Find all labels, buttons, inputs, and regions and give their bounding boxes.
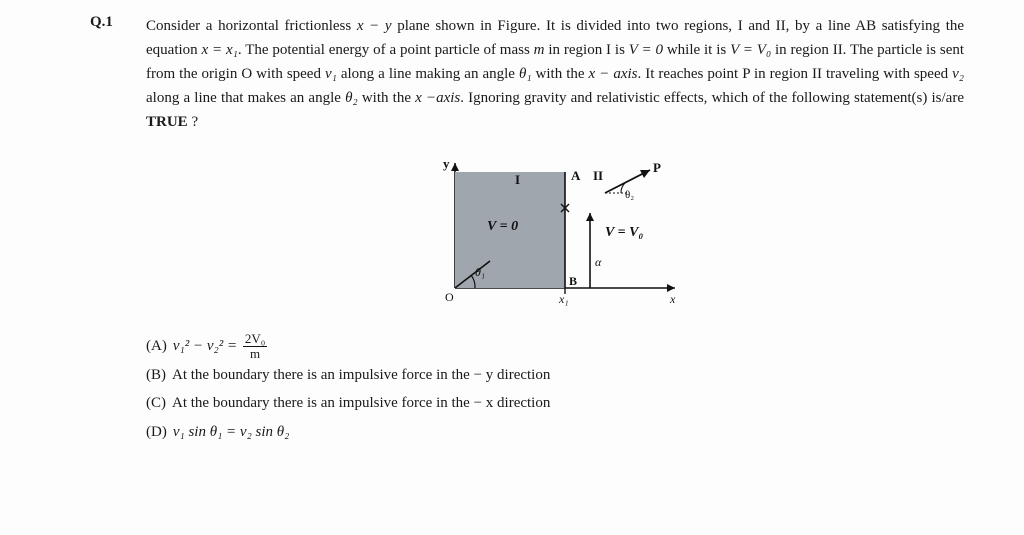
option-c-label: (C)	[146, 389, 166, 418]
option-b-text: At the boundary there is an impulsive fo…	[172, 361, 550, 390]
stem-text: with the	[358, 90, 415, 106]
math-x-eq-x1: x = x₁	[202, 42, 238, 58]
option-a-frac: 2V₀m	[243, 332, 267, 360]
fig-I: I	[515, 172, 520, 187]
stem-text: along a line making an angle	[337, 66, 519, 82]
option-b-label: (B)	[146, 361, 166, 390]
math-xy: x − y	[357, 18, 392, 34]
stem-text: with the	[532, 66, 589, 82]
fig-theta1: θ₁	[475, 265, 485, 279]
math-v-eq-0: V = 0	[629, 42, 663, 58]
option-d-label: (D)	[146, 418, 167, 447]
option-a-label: (A)	[146, 332, 167, 361]
fig-II: II	[593, 168, 603, 183]
stem-text: speed	[914, 66, 952, 82]
fig-P: P	[653, 160, 661, 175]
stem-text: . The potential energy of a point partic…	[238, 42, 534, 58]
math-m: m	[534, 42, 545, 58]
option-d-text: v₁ sin θ₁ = v₂ sin θ₂	[173, 418, 290, 447]
fig-B: B	[569, 274, 577, 288]
figure-wrapper: y I A II P θ₂ V = 0 V = V₀ α θ₁ B O x₁ x	[146, 148, 964, 318]
stem-text: along a line that makes an angle	[146, 90, 345, 106]
option-a-lhs: v₁² − v₂² =	[173, 338, 241, 354]
fig-theta2: θ₂	[625, 189, 634, 201]
figure: y I A II P θ₂ V = 0 V = V₀ α θ₁ B O x₁ x	[415, 148, 695, 318]
math-theta1: θ₁	[519, 66, 532, 82]
option-a-num: 2V₀	[243, 332, 267, 347]
question-number: Q.1	[90, 14, 146, 31]
question-row: Q.1 Consider a horizontal frictionless x…	[90, 14, 964, 446]
stem-text: while it is	[663, 42, 730, 58]
stem-text: plane shown in Figure. It is divided int…	[392, 18, 770, 34]
stem-text: effects, which of the following statemen…	[664, 90, 964, 106]
question-stem: Consider a horizontal frictionless x − y…	[146, 14, 964, 134]
fig-A: A	[571, 168, 581, 183]
stem-text: . Ignoring gravity and relativistic	[460, 90, 660, 106]
option-c: (C) At the boundary there is an impulsiv…	[146, 389, 964, 418]
option-d: (D) v₁ sin θ₁ = v₂ sin θ₂	[146, 418, 964, 447]
option-a-text: v₁² − v₂² = 2V₀m	[173, 332, 269, 361]
fig-O: O	[445, 290, 454, 304]
fig-x: x	[669, 292, 676, 306]
math-v-eq-v0: V = V₀	[730, 42, 771, 58]
math-v2: v₂	[952, 66, 964, 82]
option-a: (A) v₁² − v₂² = 2V₀m	[146, 332, 964, 361]
math-x-axis: x − axis	[589, 66, 638, 82]
stem-text: in	[545, 42, 561, 58]
stem-text: Consider a horizontal frictionless	[146, 18, 357, 34]
fig-x1: x₁	[558, 292, 569, 306]
fig-vv0: V = V₀	[605, 225, 643, 240]
math-v1: v₁	[325, 66, 337, 82]
stem-text: . It reaches point P in region II travel…	[638, 66, 910, 82]
fig-v0: V = 0	[487, 219, 518, 234]
math-theta2: θ₂	[345, 90, 358, 106]
options: (A) v₁² − v₂² = 2V₀m (B) At the boundary…	[146, 332, 964, 446]
math-x-axis2: x −axis	[415, 90, 460, 106]
question-body: Consider a horizontal frictionless x − y…	[146, 14, 964, 446]
option-a-den: m	[248, 347, 262, 361]
fig-y-label: y	[443, 156, 450, 171]
stem-text: ?	[188, 114, 198, 130]
stem-text: region I is	[564, 42, 629, 58]
option-b: (B) At the boundary there is an impulsiv…	[146, 361, 964, 390]
true-label: TRUE	[146, 114, 188, 130]
option-c-text: At the boundary there is an impulsive fo…	[172, 389, 550, 418]
fig-alpha: α	[595, 255, 602, 269]
